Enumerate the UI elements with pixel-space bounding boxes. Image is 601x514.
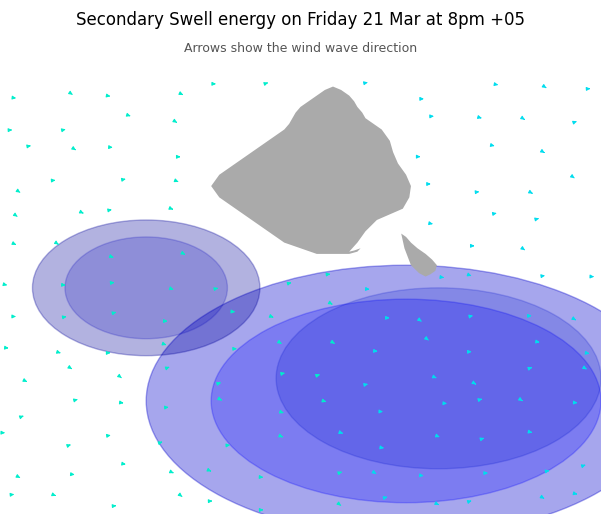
Ellipse shape (146, 265, 601, 514)
Polygon shape (211, 86, 411, 254)
Ellipse shape (276, 288, 601, 469)
Polygon shape (401, 233, 437, 277)
Text: Secondary Swell energy on Friday 21 Mar at 8pm +05: Secondary Swell energy on Friday 21 Mar … (76, 11, 525, 29)
Ellipse shape (211, 299, 601, 503)
Ellipse shape (32, 220, 260, 356)
Text: Arrows show the wind wave direction: Arrows show the wind wave direction (184, 42, 417, 54)
Ellipse shape (65, 237, 227, 339)
